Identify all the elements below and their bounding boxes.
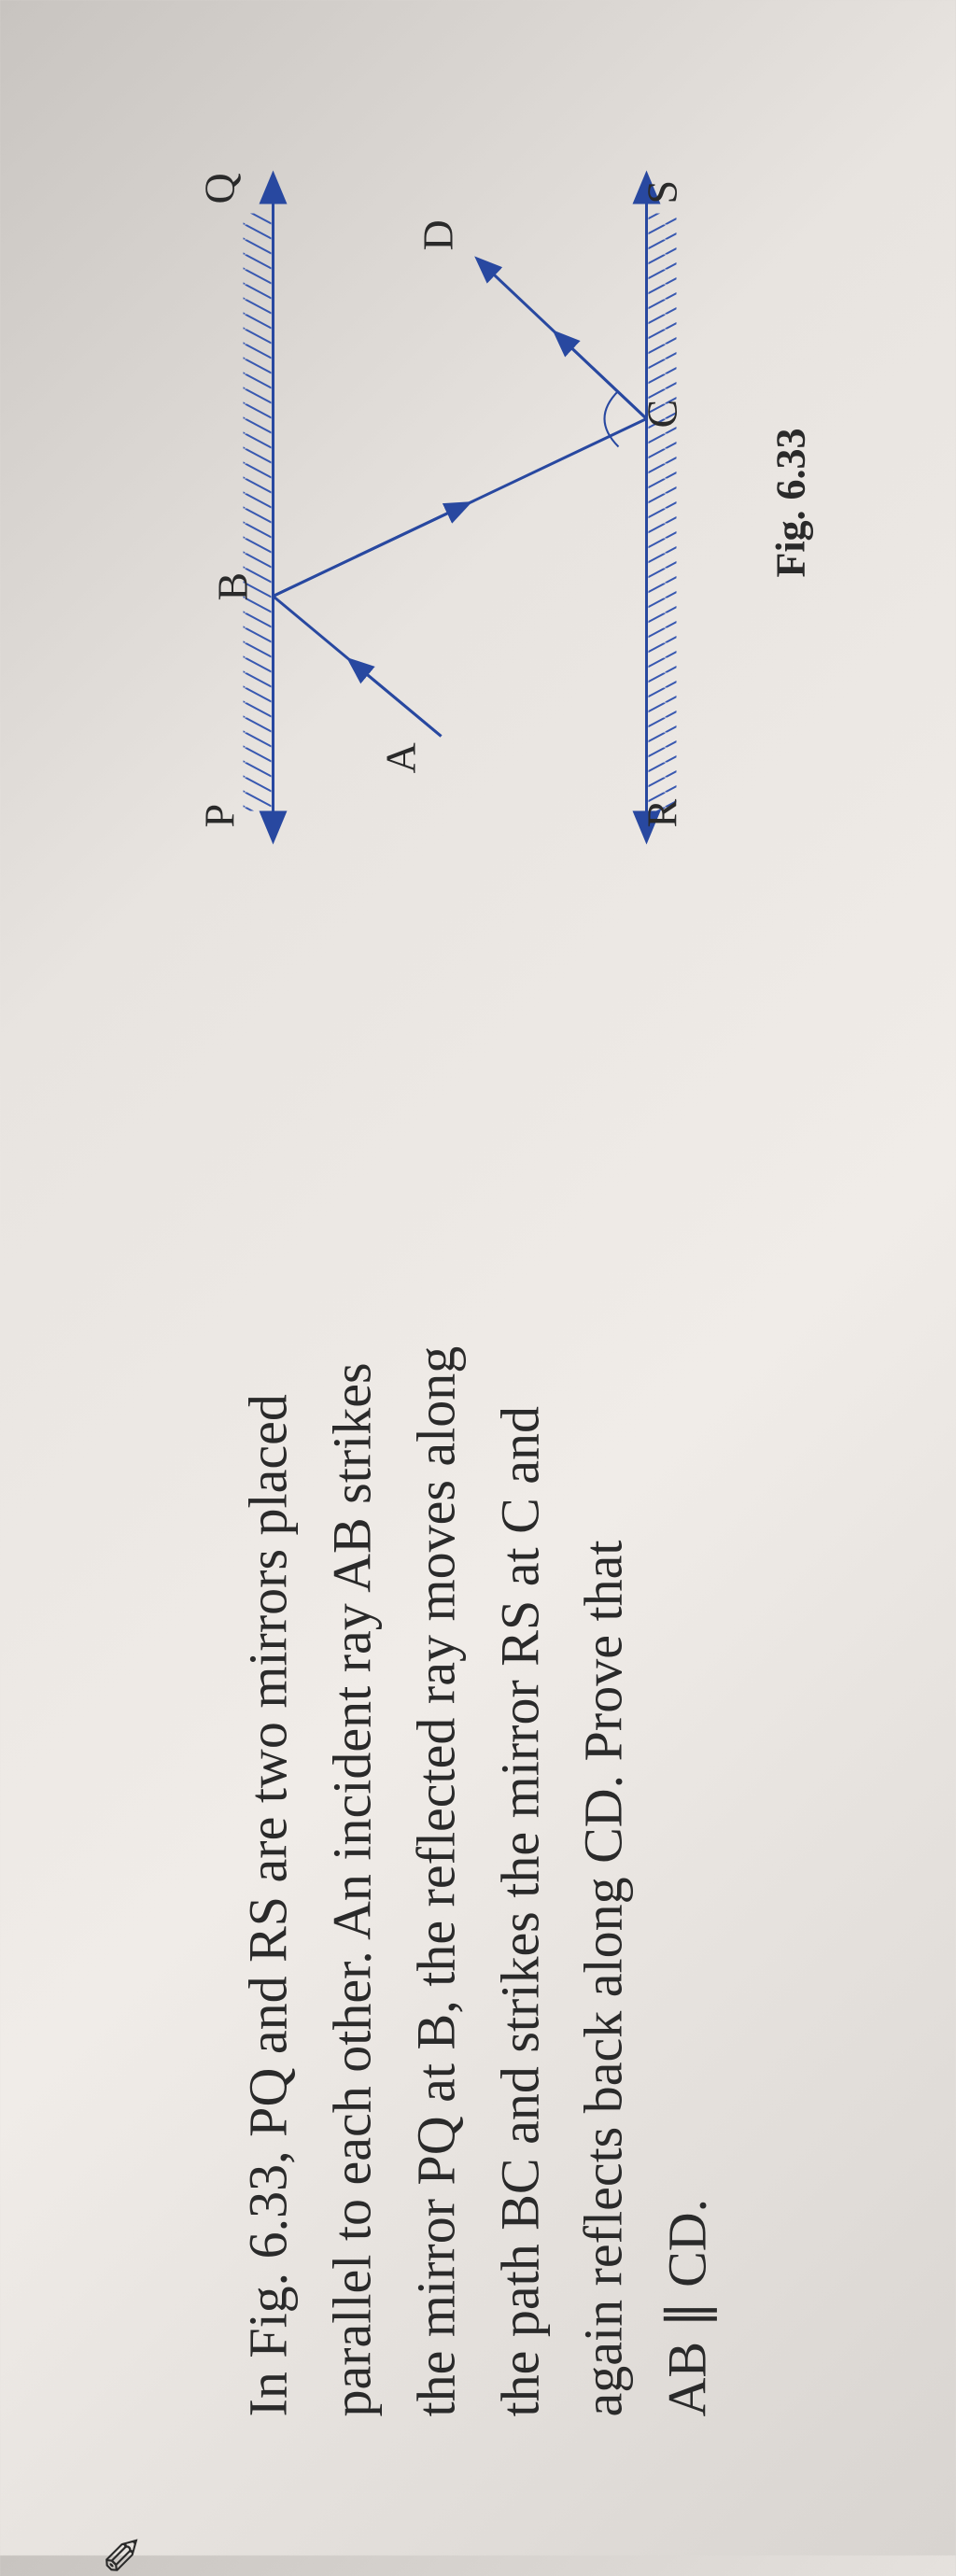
figure-caption: Fig. 6.33	[766, 428, 814, 577]
label-p: P	[194, 804, 244, 828]
text-line-2: parallel to each other. An incident ray …	[321, 1362, 382, 2416]
text-line-4: the path BC and strikes the mirror RS at…	[489, 1406, 550, 2417]
ray-ab-arrow	[357, 667, 441, 737]
hatch-bottom	[648, 214, 676, 811]
label-b: B	[207, 572, 257, 601]
label-a: A	[375, 742, 425, 773]
page-container: ✎ In Fig. 6.33, PQ and RS are two mirror…	[0, 800, 956, 1756]
label-s: S	[637, 180, 686, 204]
diagram-svg	[198, 139, 758, 867]
question-text: ✎ In Fig. 6.33, PQ and RS are two mirror…	[226, 867, 729, 2417]
text-line-1: In Fig. 6.33, PQ and RS are two mirrors …	[237, 1394, 298, 2416]
hatch-top	[243, 214, 271, 811]
label-q: Q	[194, 173, 244, 204]
ray-cd-arrow	[562, 340, 646, 419]
label-c: C	[637, 400, 686, 429]
label-r: R	[637, 799, 686, 828]
question-marker: ✎	[86, 2533, 164, 2575]
figure-diagram: P Q R S A B C D Fig. 6.33	[198, 139, 758, 867]
content-wrapper: ✎ In Fig. 6.33, PQ and RS are two mirror…	[58, 64, 898, 2492]
label-d: D	[413, 219, 462, 250]
text-line-6: AB ∥ CD.	[657, 2199, 718, 2417]
text-line-3: the mirror PQ at B, the reflected ray mo…	[405, 1346, 466, 2417]
text-line-5: again reflects back along CD. Prove that	[573, 1541, 634, 2417]
ray-bc-arrow	[273, 508, 459, 597]
